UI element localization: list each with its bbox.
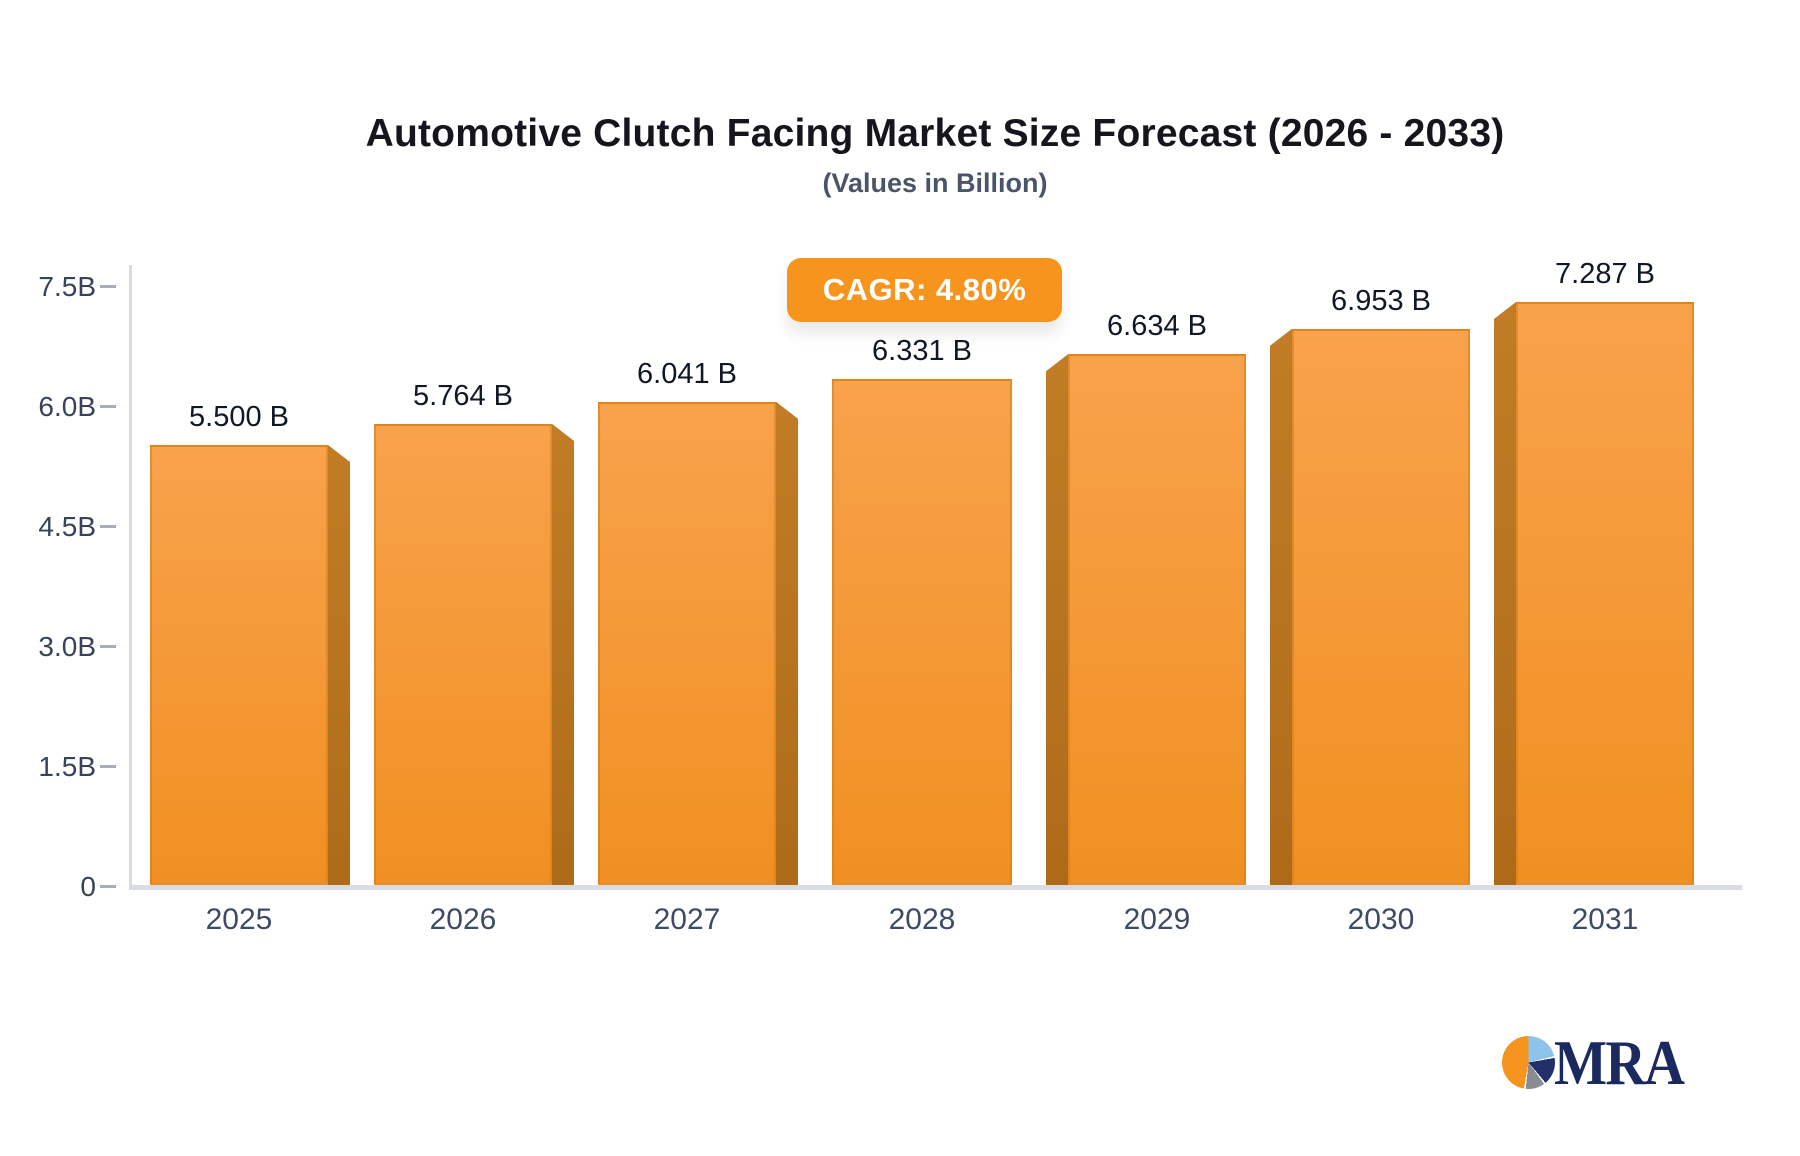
- bar: [374, 423, 552, 885]
- bar-side-face: [1046, 354, 1068, 885]
- bar-value-label: 5.500 B: [189, 401, 289, 433]
- bar: [1516, 302, 1694, 885]
- x-axis-label: 2031: [1571, 903, 1639, 936]
- bar-side-face: [328, 445, 350, 885]
- bar-value-label: 6.953 B: [1331, 284, 1431, 317]
- y-axis-tick-label: 3.0B: [38, 631, 96, 662]
- x-axis-line: [129, 885, 1742, 890]
- bar: [1292, 328, 1470, 885]
- logo-text: MRA: [1554, 1027, 1685, 1098]
- bar: [1068, 354, 1246, 885]
- x-axis-label: 2030: [1347, 903, 1415, 936]
- x-axis-label: 2026: [429, 903, 497, 936]
- y-axis-tick-label: 6.0B: [38, 391, 96, 422]
- bar-side-face: [776, 401, 798, 885]
- x-axis-label: 2027: [653, 903, 721, 936]
- chart-title: Automotive Clutch Facing Market Size For…: [365, 112, 1505, 155]
- bar: [598, 401, 776, 885]
- cagr-badge: CAGR: 4.80%: [787, 258, 1062, 322]
- y-axis-tick-mark: [100, 645, 116, 648]
- y-axis-tick-mark: [100, 885, 116, 888]
- y-axis-tick-mark: [100, 765, 116, 768]
- chart-subtitle: (Values in Billion): [822, 168, 1048, 198]
- brand-logo: MRA: [1502, 1027, 1701, 1098]
- bar-value-label: 7.287 B: [1555, 258, 1655, 291]
- y-axis-tick-label: 1.5B: [38, 751, 96, 782]
- x-axis-label: 2028: [888, 903, 956, 936]
- bar-value-label: 6.041 B: [637, 357, 737, 390]
- y-axis-tick-label: 0: [80, 871, 96, 902]
- bar-side-face: [1494, 302, 1516, 885]
- bar: [150, 445, 328, 885]
- pie-chart-logo-icon: [1502, 1036, 1555, 1089]
- bar-side-face: [1270, 328, 1292, 885]
- x-axis-label: 2029: [1123, 903, 1191, 936]
- x-axis-label: 2025: [205, 903, 273, 936]
- bar-value-label: 6.634 B: [1107, 310, 1207, 343]
- y-axis-tick-label: 7.5B: [38, 271, 96, 302]
- bar-value-label: 6.331 B: [872, 334, 972, 367]
- y-axis-tick-label: 4.5B: [38, 511, 96, 542]
- y-axis-line: [129, 265, 132, 890]
- bar-side-face: [552, 423, 574, 885]
- y-axis-tick-mark: [100, 285, 116, 288]
- y-axis-tick-mark: [100, 405, 116, 408]
- bar-value-label: 5.764 B: [413, 379, 513, 412]
- bar: [832, 378, 1012, 885]
- y-axis-tick-mark: [100, 525, 116, 528]
